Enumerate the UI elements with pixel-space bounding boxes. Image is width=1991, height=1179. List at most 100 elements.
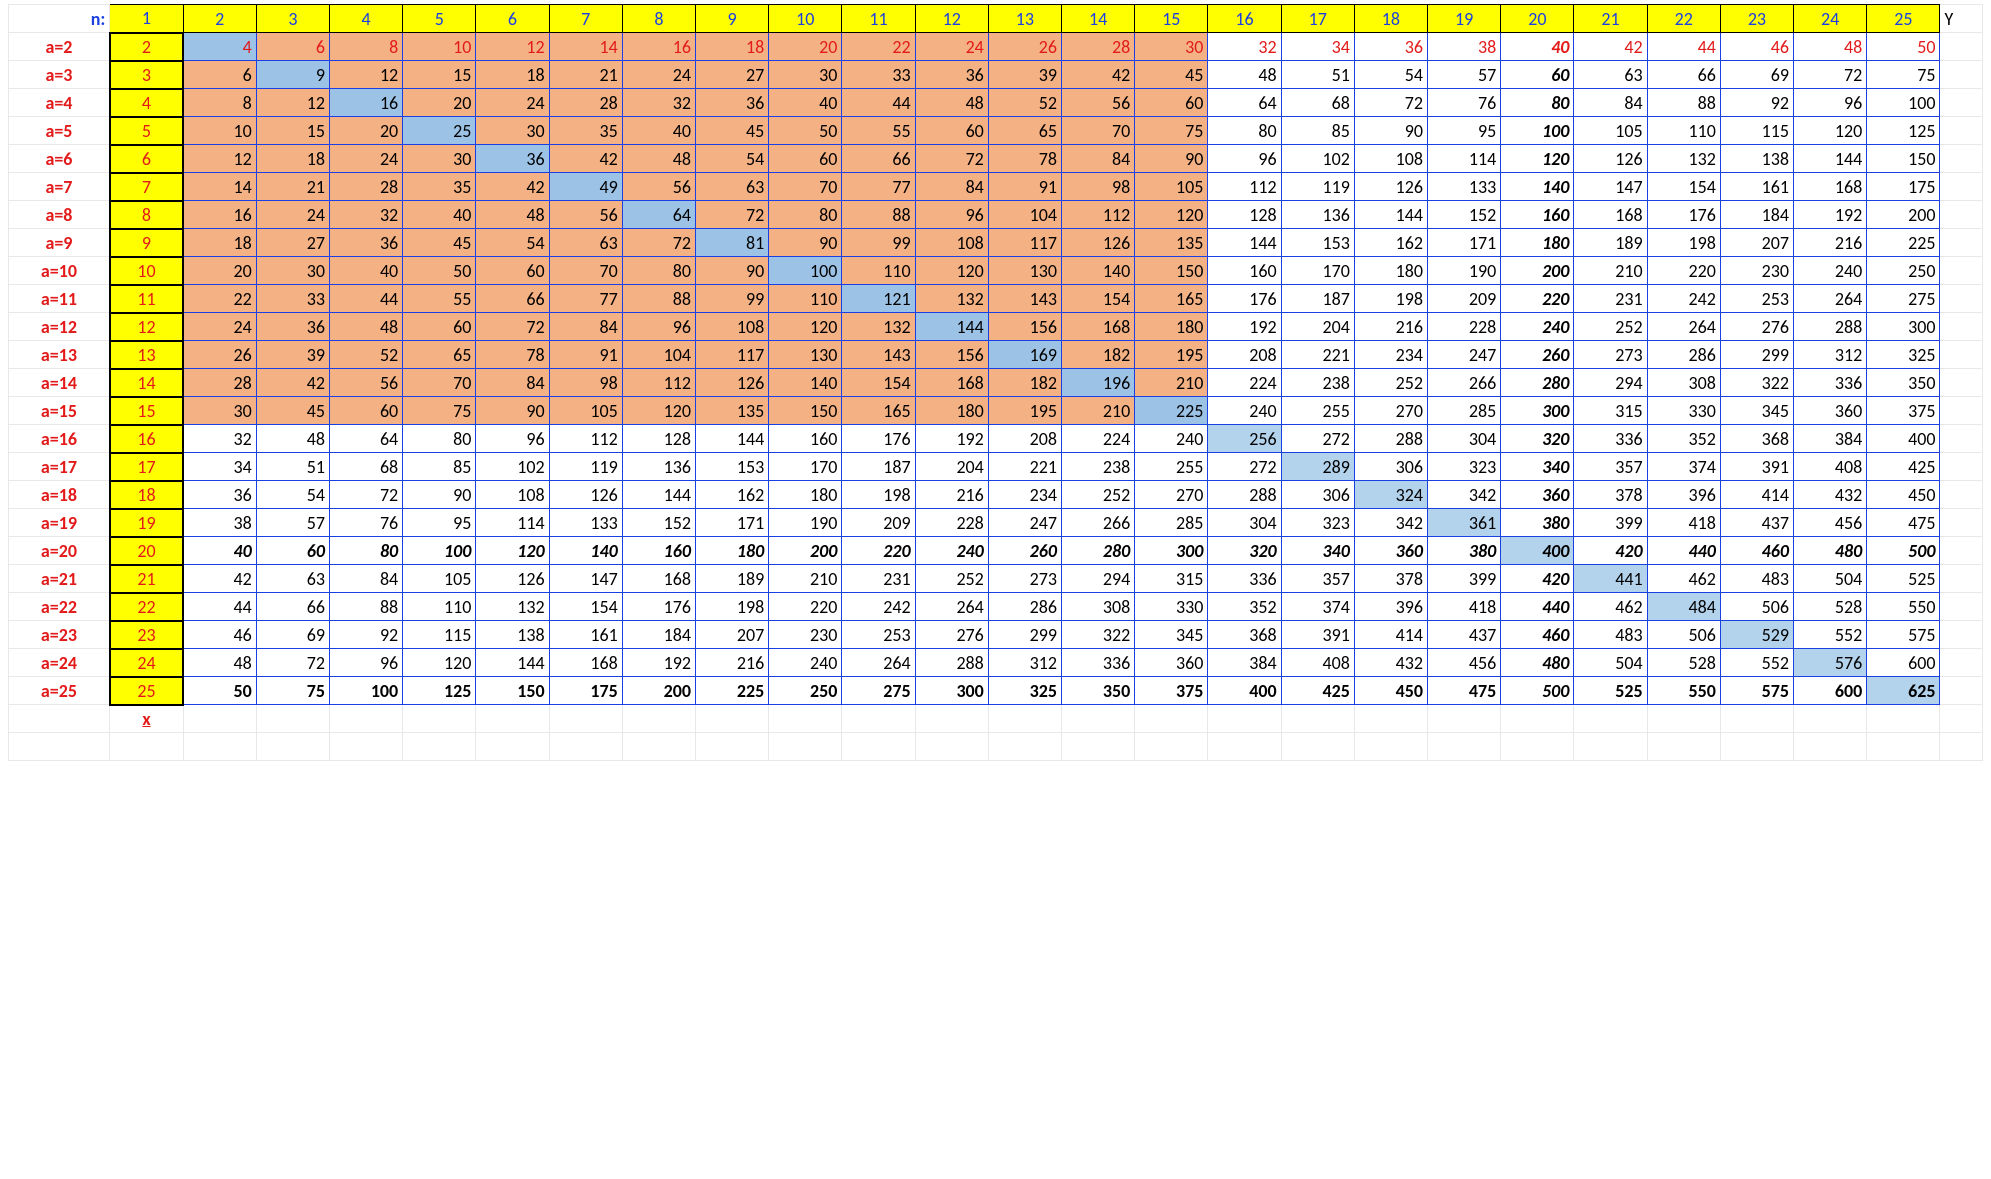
row-label-21: a=21: [9, 565, 110, 593]
cell-a2-n17: 34: [1281, 33, 1354, 61]
cell-a11-n17: 187: [1281, 285, 1354, 313]
cell-a9-n15: 135: [1135, 229, 1208, 257]
cell-a18-n6: 108: [476, 481, 549, 509]
row-label-14: a=14: [9, 369, 110, 397]
cell-a3-n16: 48: [1208, 61, 1281, 89]
cell-a21-n11: 231: [842, 565, 915, 593]
cell-a24-n22: 528: [1647, 649, 1720, 677]
cell-a21-n21: 441: [1574, 565, 1647, 593]
cell-a15-n14: 210: [1062, 397, 1135, 425]
cell-a19-n23: 437: [1720, 509, 1793, 537]
cell-a3-n18: 54: [1354, 61, 1427, 89]
cell-a5-n21: 105: [1574, 117, 1647, 145]
trailing-cell: [1940, 229, 1983, 257]
cell-a15-n3: 45: [256, 397, 329, 425]
cell-a21-n14: 294: [1062, 565, 1135, 593]
trailing-cell: [1940, 453, 1983, 481]
cell-a16-n3: 48: [256, 425, 329, 453]
cell-a4-n15: 60: [1135, 89, 1208, 117]
cell-a9-n3: 27: [256, 229, 329, 257]
cell-a19-n25: 475: [1867, 509, 1940, 537]
row-label-20: a=20: [9, 537, 110, 565]
cell-a17-n22: 374: [1647, 453, 1720, 481]
cell-a15-n1: 15: [110, 397, 183, 425]
cell-a3-n10: 30: [769, 61, 842, 89]
cell-a19-n3: 57: [256, 509, 329, 537]
cell-a17-n1: 17: [110, 453, 183, 481]
cell-a19-n14: 266: [1062, 509, 1135, 537]
trailing-cell: [1940, 537, 1983, 565]
cell-a21-n25: 525: [1867, 565, 1940, 593]
cell-a24-n7: 168: [549, 649, 622, 677]
cell-a21-n10: 210: [769, 565, 842, 593]
cell-a24-n3: 72: [256, 649, 329, 677]
cell-a19-n6: 114: [476, 509, 549, 537]
cell-a6-n1: 6: [110, 145, 183, 173]
trailing-cell: [1940, 145, 1983, 173]
cell-a17-n9: 153: [696, 453, 769, 481]
cell-a22-n9: 198: [696, 593, 769, 621]
cell-a24-n9: 216: [696, 649, 769, 677]
cell-a10-n6: 60: [476, 257, 549, 285]
cell-a20-n7: 140: [549, 537, 622, 565]
cell-a4-n24: 96: [1794, 89, 1867, 117]
cell-a13-n4: 52: [329, 341, 402, 369]
cell-a3-n2: 6: [183, 61, 256, 89]
cell-a13-n16: 208: [1208, 341, 1281, 369]
cell-a2-n25: 50: [1867, 33, 1940, 61]
cell-a12-n16: 192: [1208, 313, 1281, 341]
cell-a21-n23: 483: [1720, 565, 1793, 593]
cell-a21-n5: 105: [403, 565, 476, 593]
cell-a12-n19: 228: [1428, 313, 1501, 341]
cell-a24-n12: 288: [915, 649, 988, 677]
cell-a6-n12: 72: [915, 145, 988, 173]
cell-a14-n25: 350: [1867, 369, 1940, 397]
cell-a2-n14: 28: [1062, 33, 1135, 61]
cell-a21-n24: 504: [1794, 565, 1867, 593]
cell-a6-n14: 84: [1062, 145, 1135, 173]
cell-a10-n3: 30: [256, 257, 329, 285]
cell-a15-n12: 180: [915, 397, 988, 425]
cell-a11-n7: 77: [549, 285, 622, 313]
cell-a11-n13: 143: [988, 285, 1061, 313]
cell-a18-n16: 288: [1208, 481, 1281, 509]
cell-a14-n1: 14: [110, 369, 183, 397]
cell-a14-n24: 336: [1794, 369, 1867, 397]
cell-a13-n14: 182: [1062, 341, 1135, 369]
cell-a22-n13: 286: [988, 593, 1061, 621]
cell-a9-n17: 153: [1281, 229, 1354, 257]
col-header-3: 3: [256, 5, 329, 33]
cell-a10-n22: 220: [1647, 257, 1720, 285]
cell-a8-n18: 144: [1354, 201, 1427, 229]
cell-a10-n8: 80: [622, 257, 695, 285]
cell-a18-n24: 432: [1794, 481, 1867, 509]
cell-a17-n13: 221: [988, 453, 1061, 481]
cell-a6-n8: 48: [622, 145, 695, 173]
cell-a17-n14: 238: [1062, 453, 1135, 481]
cell-a16-n10: 160: [769, 425, 842, 453]
cell-a20-n22: 440: [1647, 537, 1720, 565]
cell-a24-n5: 120: [403, 649, 476, 677]
col-header-4: 4: [329, 5, 402, 33]
cell-a2-n22: 44: [1647, 33, 1720, 61]
cell-a3-n5: 15: [403, 61, 476, 89]
cell-a16-n11: 176: [842, 425, 915, 453]
cell-a17-n7: 119: [549, 453, 622, 481]
cell-a2-n2: 4: [183, 33, 256, 61]
cell-a12-n10: 120: [769, 313, 842, 341]
cell-a19-n2: 38: [183, 509, 256, 537]
cell-a9-n23: 207: [1720, 229, 1793, 257]
cell-a15-n11: 165: [842, 397, 915, 425]
cell-a6-n4: 24: [329, 145, 402, 173]
cell-a23-n11: 253: [842, 621, 915, 649]
cell-a25-n15: 375: [1135, 677, 1208, 705]
cell-a5-n20: 100: [1501, 117, 1574, 145]
col-header-12: 12: [915, 5, 988, 33]
cell-a2-n19: 38: [1428, 33, 1501, 61]
cell-a18-n5: 90: [403, 481, 476, 509]
cell-a24-n15: 360: [1135, 649, 1208, 677]
cell-a13-n15: 195: [1135, 341, 1208, 369]
cell-a16-n24: 384: [1794, 425, 1867, 453]
cell-a4-n3: 12: [256, 89, 329, 117]
cell-a18-n11: 198: [842, 481, 915, 509]
